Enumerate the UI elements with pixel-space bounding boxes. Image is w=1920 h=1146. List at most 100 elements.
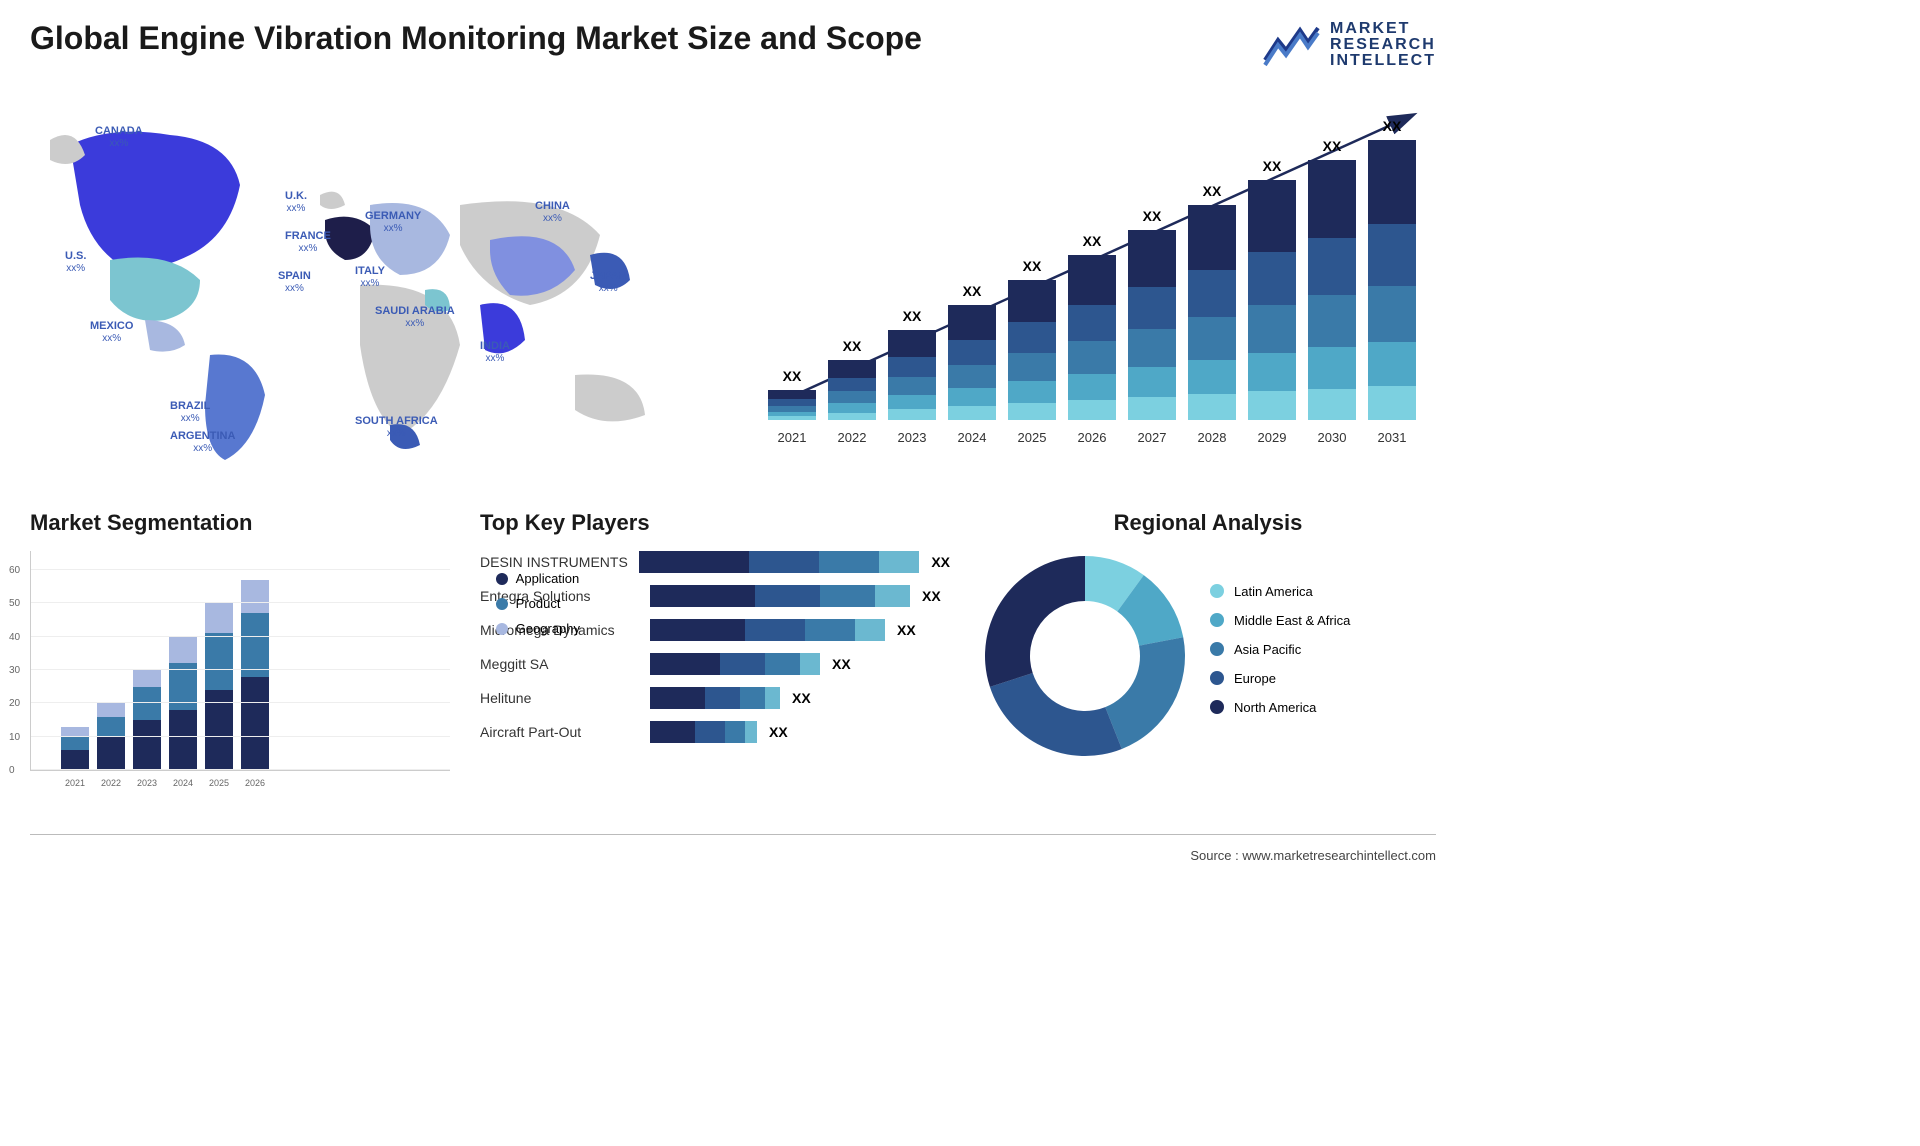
gridline bbox=[31, 669, 450, 670]
player-value: XX bbox=[931, 554, 950, 570]
seg-segment bbox=[169, 637, 197, 664]
player-segment bbox=[740, 687, 765, 709]
bar-segment bbox=[1248, 180, 1296, 252]
map-label: U.S.xx% bbox=[65, 250, 86, 274]
seg-segment bbox=[97, 717, 125, 737]
y-tick: 20 bbox=[9, 698, 20, 709]
segmentation-chart: 0102030405060202120222023202420252026 bbox=[30, 551, 450, 771]
seg-segment bbox=[241, 580, 269, 613]
map-label: BRAZILxx% bbox=[170, 400, 210, 424]
player-bar bbox=[650, 653, 820, 675]
player-bar bbox=[650, 687, 780, 709]
legend-label: Latin America bbox=[1234, 584, 1313, 599]
legend-item: Latin America bbox=[1210, 584, 1350, 599]
bar-segment bbox=[1128, 329, 1176, 367]
bar-segment bbox=[888, 377, 936, 395]
seg-bar bbox=[205, 603, 233, 770]
main-bar: XX bbox=[948, 305, 996, 420]
legend-dot bbox=[1210, 584, 1224, 598]
bar-value-label: XX bbox=[1128, 208, 1176, 224]
bar-segment bbox=[1188, 205, 1236, 270]
donut-segment bbox=[1105, 637, 1185, 749]
bar-segment bbox=[1068, 255, 1116, 305]
map-label: ITALYxx% bbox=[355, 265, 385, 289]
legend-label: Product bbox=[516, 596, 561, 611]
y-tick: 30 bbox=[9, 665, 20, 676]
donut-segment bbox=[990, 673, 1122, 756]
legend-label: North America bbox=[1234, 700, 1316, 715]
seg-segment bbox=[97, 703, 125, 716]
bar-value-label: XX bbox=[828, 338, 876, 354]
seg-bar bbox=[169, 637, 197, 770]
player-segment bbox=[705, 687, 740, 709]
player-name: Helitune bbox=[480, 690, 650, 706]
year-label: 2023 bbox=[888, 430, 936, 445]
player-segment bbox=[745, 721, 757, 743]
player-segment bbox=[755, 585, 820, 607]
bar-segment bbox=[948, 388, 996, 406]
bar-segment bbox=[768, 390, 816, 399]
bar-segment bbox=[1308, 389, 1356, 420]
donut-chart bbox=[980, 551, 1190, 761]
player-segment bbox=[855, 619, 885, 641]
main-bar: XX bbox=[1068, 255, 1116, 420]
map-label: GERMANYxx% bbox=[365, 210, 421, 234]
seg-year-label: 2024 bbox=[169, 778, 197, 788]
bar-segment bbox=[1068, 341, 1116, 374]
bar-segment bbox=[768, 399, 816, 406]
gridline bbox=[31, 702, 450, 703]
legend-label: Application bbox=[516, 571, 580, 586]
gridline bbox=[31, 736, 450, 737]
main-bar: XX bbox=[1248, 180, 1296, 420]
bar-segment bbox=[1068, 400, 1116, 420]
bar-segment bbox=[948, 340, 996, 365]
player-name: Meggitt SA bbox=[480, 656, 650, 672]
player-segment bbox=[650, 619, 745, 641]
seg-segment bbox=[169, 710, 197, 770]
seg-bar bbox=[241, 580, 269, 770]
seg-year-label: 2026 bbox=[241, 778, 269, 788]
year-label: 2031 bbox=[1368, 430, 1416, 445]
bar-value-label: XX bbox=[1308, 138, 1356, 154]
bar-value-label: XX bbox=[1248, 158, 1296, 174]
logo-line3: INTELLECT bbox=[1330, 53, 1436, 69]
gridline bbox=[31, 636, 450, 637]
player-segment bbox=[879, 551, 919, 573]
map-label: FRANCExx% bbox=[285, 230, 331, 254]
player-segment bbox=[639, 551, 749, 573]
bar-segment bbox=[888, 357, 936, 377]
bar-segment bbox=[888, 330, 936, 357]
logo-line1: MARKET bbox=[1330, 21, 1436, 37]
bar-segment bbox=[1368, 140, 1416, 224]
player-segment bbox=[695, 721, 725, 743]
bar-segment bbox=[888, 395, 936, 409]
gridline bbox=[31, 769, 450, 770]
map-label: SAUDI ARABIAxx% bbox=[375, 305, 455, 329]
map-label: JAPANxx% bbox=[590, 270, 626, 294]
map-label: SPAINxx% bbox=[278, 270, 311, 294]
legend-dot bbox=[496, 623, 508, 635]
bar-segment bbox=[1188, 270, 1236, 317]
player-segment bbox=[819, 551, 879, 573]
segmentation-title: Market Segmentation bbox=[30, 510, 450, 536]
player-row: Helitune XX bbox=[480, 687, 950, 709]
bar-segment bbox=[828, 360, 876, 378]
player-value: XX bbox=[792, 690, 811, 706]
main-chart: XX2021XX2022XX2023XX2024XX2025XX2026XX20… bbox=[753, 95, 1436, 480]
year-label: 2029 bbox=[1248, 430, 1296, 445]
year-label: 2026 bbox=[1068, 430, 1116, 445]
bar-value-label: XX bbox=[768, 368, 816, 384]
bar-segment bbox=[1008, 353, 1056, 381]
legend-dot bbox=[1210, 700, 1224, 714]
page-title: Global Engine Vibration Monitoring Marke… bbox=[30, 20, 922, 57]
player-value: XX bbox=[769, 724, 788, 740]
player-segment bbox=[800, 653, 820, 675]
player-segment bbox=[749, 551, 819, 573]
map-label: INDIAxx% bbox=[480, 340, 510, 364]
bar-segment bbox=[1248, 305, 1296, 353]
donut-segment bbox=[985, 556, 1085, 687]
y-tick: 0 bbox=[9, 765, 15, 776]
bar-value-label: XX bbox=[948, 283, 996, 299]
bar-segment bbox=[1368, 342, 1416, 387]
year-label: 2022 bbox=[828, 430, 876, 445]
